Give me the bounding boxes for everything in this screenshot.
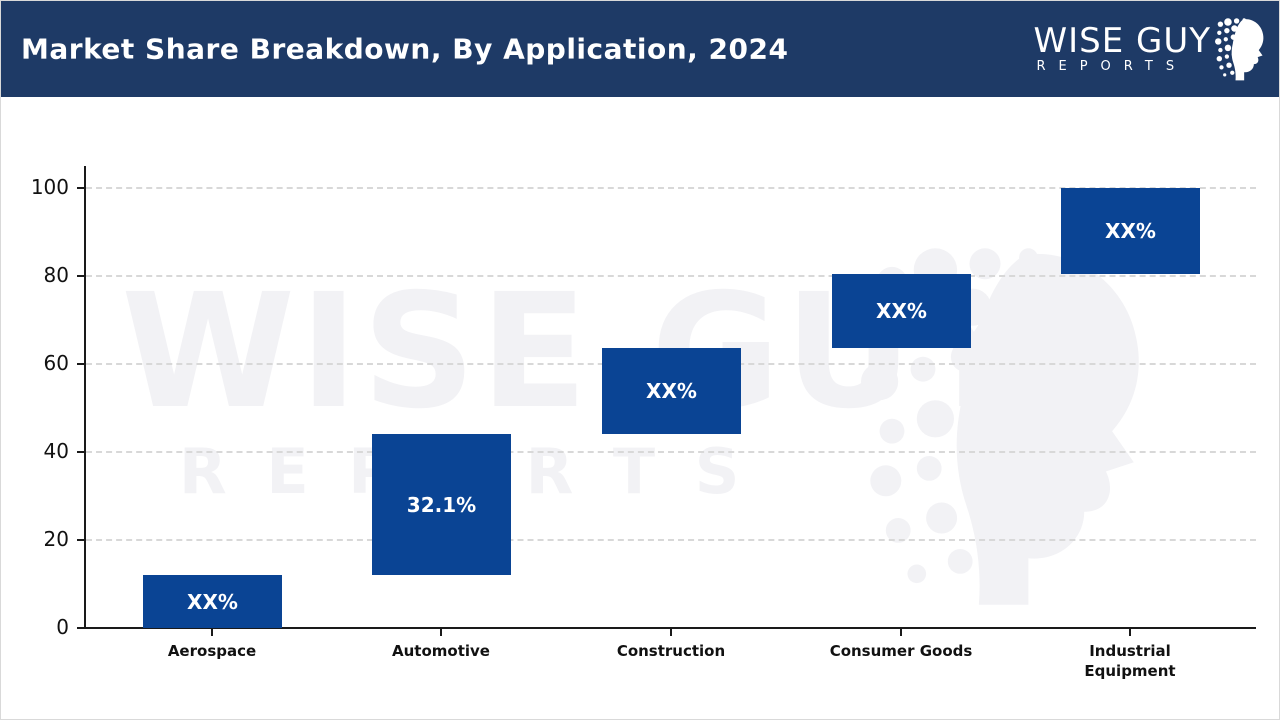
y-axis-tick: [77, 539, 86, 541]
bar: XX%: [1061, 188, 1200, 274]
x-tick-label: Aerospace: [167, 642, 257, 660]
x-tick-label: Construction: [616, 642, 726, 660]
y-axis-tick: [77, 275, 86, 277]
gridline: [86, 451, 1256, 453]
y-tick-label: 60: [43, 351, 69, 375]
bar-value-label: XX%: [187, 589, 238, 614]
bar-value-label: 32.1%: [406, 492, 477, 517]
y-axis-tick: [77, 187, 86, 189]
bar: XX%: [143, 575, 282, 628]
y-axis-tick: [77, 627, 86, 629]
x-tick-label: Automotive: [392, 642, 490, 660]
gridline: [86, 275, 1256, 277]
bar-value-label: XX%: [1105, 219, 1156, 243]
chart-title: Market Share Breakdown, By Application, …: [21, 32, 789, 66]
y-axis-tick: [77, 363, 86, 365]
wiseguy-face-icon: [1215, 18, 1264, 81]
y-tick-label: 80: [43, 263, 69, 287]
wiseguy-logo-text: WISE GUY REPORTS: [1033, 20, 1211, 75]
x-axis-tick: [900, 629, 902, 636]
bar: XX%: [602, 348, 741, 434]
x-tick-label: Consumer Goods: [829, 642, 973, 660]
bar: XX%: [832, 274, 971, 348]
x-tick-label: Industrial Equipment: [1084, 642, 1176, 680]
wiseguy-logo-brand: WISE GUY: [1033, 20, 1211, 61]
y-tick-label: 20: [43, 527, 69, 551]
x-axis-line: [84, 627, 1256, 629]
y-tick-label: 0: [56, 615, 69, 639]
bar-value-label: XX%: [876, 299, 927, 323]
y-axis-tick: [77, 451, 86, 453]
gridline: [86, 539, 1256, 541]
wiseguy-logo-tagline: REPORTS: [1036, 59, 1188, 75]
header-band: Market Share Breakdown, By Application, …: [1, 1, 1279, 97]
y-tick-label: 40: [43, 439, 69, 463]
y-tick-label: 100: [30, 175, 69, 199]
x-axis-tick: [670, 629, 672, 636]
x-axis-tick: [211, 629, 213, 636]
bar-value-label: XX%: [646, 379, 697, 403]
x-axis-tick: [1129, 629, 1131, 636]
gridline: [86, 187, 1256, 189]
wiseguy-logo: WISE GUY REPORTS: [1033, 9, 1269, 89]
bar: 32.1%: [372, 434, 511, 575]
y-axis-line: [84, 166, 86, 629]
x-axis-tick: [440, 629, 442, 636]
